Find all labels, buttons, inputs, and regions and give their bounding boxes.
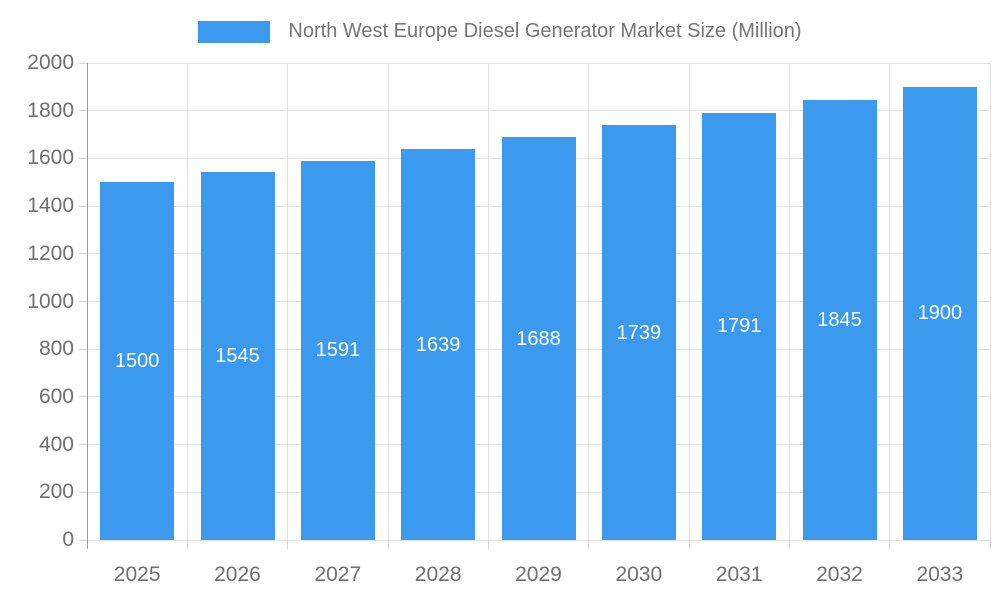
x-tick [788,540,790,549]
y-tick-label: 1600 [27,146,74,170]
bar[interactable] [802,99,877,540]
x-gridline [387,63,389,540]
bar-value-label: 1900 [917,302,963,325]
bar-value-label: 1739 [616,321,662,344]
bar-value-label: 1591 [315,339,361,362]
x-axis-label: 2026 [214,563,261,586]
y-tick [79,301,87,302]
bar-value-label: 1639 [415,333,461,356]
y-tick-label: 0 [62,528,74,551]
x-gridline [788,63,790,540]
y-tick-label: 1800 [27,98,74,122]
x-axis-label: 2031 [715,563,763,586]
y-tick [79,205,87,207]
x-gridline [588,63,590,540]
y-tick-label: 1200 [27,241,74,265]
bar[interactable] [300,160,375,540]
bar[interactable] [100,182,175,540]
y-tick [79,539,87,541]
bar-value-label: 1545 [215,344,260,367]
y-tick-label: 400 [38,432,74,456]
x-gridline [487,63,489,540]
legend-item[interactable]: North West Europe Diesel Generator Marke… [0,20,1000,43]
x-axis-label: 2028 [414,563,462,586]
y-tick-label: 600 [38,384,74,408]
x-gridline [287,63,289,540]
bar-value-label: 1845 [817,308,862,331]
x-gridline [989,63,991,540]
x-tick [588,540,590,549]
y-tick-label: 200 [38,480,74,504]
x-axis-label: 2032 [816,563,863,586]
plot-area: 0 200 400 600 800 1000 1200 1400 1600 1800 2000 150… [27,51,991,586]
x-axis-label: 2025 [113,563,161,586]
legend-swatch [198,20,271,43]
y-tick-label: 1000 [27,289,74,313]
bar[interactable] [200,171,275,540]
x-gridline [186,63,188,540]
x-tick [487,540,489,549]
y-gridline [87,539,990,541]
x-tick [889,540,891,549]
x-tick [287,540,289,549]
y-tick-label: 1400 [27,194,74,218]
y-tick [79,62,87,64]
y-tick [79,396,87,398]
x-tick [688,540,690,549]
x-gridline [889,63,891,540]
legend-label: North West Europe Diesel Generator Marke… [288,20,802,42]
bar[interactable] [501,137,576,540]
y-tick [79,157,87,159]
bar-value-label: 1688 [516,327,561,350]
x-axis-label: 2027 [314,563,362,586]
x-tick [186,540,188,549]
y-axis-line [86,63,88,549]
y-tick [79,253,87,255]
y-tick [79,348,87,350]
bar[interactable] [702,112,777,540]
x-tick [989,540,991,549]
x-axis-label: 2033 [916,563,964,586]
bar[interactable] [601,125,676,540]
y-gridline [87,62,990,64]
bar-value-label: 1500 [114,350,160,373]
x-tick [387,540,389,549]
x-axis-label: 2029 [515,563,562,586]
y-tick [79,110,87,112]
bar[interactable] [902,86,977,540]
y-tick-label: 800 [38,337,74,361]
x-gridline [688,63,690,540]
bar[interactable] [401,149,476,540]
bar-value-label: 1791 [716,315,762,338]
x-axis-label: 2030 [615,563,663,586]
y-tick [79,491,87,493]
y-tick [79,444,87,446]
y-gridline [87,110,990,112]
y-tick-label: 2000 [27,51,74,74]
